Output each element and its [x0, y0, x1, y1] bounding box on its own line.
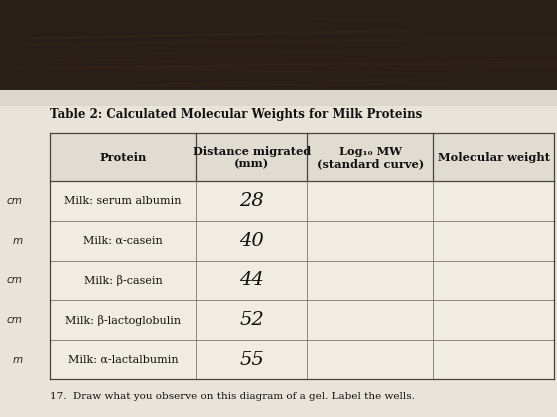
Bar [0, 90, 557, 106]
Bar [50, 300, 554, 340]
Text: cm: cm [6, 196, 22, 206]
Text: 40: 40 [240, 232, 264, 250]
Text: Distance migrated
(mm): Distance migrated (mm) [193, 146, 311, 169]
Text: 55: 55 [240, 351, 264, 369]
Text: 44: 44 [240, 271, 264, 289]
Text: Milk: β-lactoglobulin: Milk: β-lactoglobulin [65, 314, 181, 326]
Bar [50, 133, 554, 181]
Text: 52: 52 [240, 311, 264, 329]
Bar [0, 0, 557, 98]
Bar [50, 181, 554, 221]
Text: Milk: β-casein: Milk: β-casein [84, 275, 163, 286]
Text: Milk: α-lactalbumin: Milk: α-lactalbumin [68, 355, 179, 364]
Text: Milk: α-casein: Milk: α-casein [84, 236, 163, 246]
Text: Log₁₀ MW
(standard curve): Log₁₀ MW (standard curve) [316, 146, 424, 169]
Text: Protein: Protein [100, 152, 147, 163]
Bar [50, 221, 554, 261]
Bar [50, 261, 554, 300]
Text: cm: cm [6, 315, 22, 325]
Bar [0, 90, 557, 417]
Text: 28: 28 [240, 192, 264, 210]
Text: m: m [12, 355, 22, 364]
Text: Milk: serum albumin: Milk: serum albumin [65, 196, 182, 206]
Text: Table 2: Calculated Molecular Weights for Milk Proteins: Table 2: Calculated Molecular Weights fo… [50, 108, 422, 121]
Text: cm: cm [6, 276, 22, 285]
Text: m: m [12, 236, 22, 246]
Bar [50, 340, 554, 379]
Text: Molecular weight: Molecular weight [438, 152, 550, 163]
Text: 17.  Draw what you observe on this diagram of a gel. Label the wells.: 17. Draw what you observe on this diagra… [50, 392, 415, 401]
